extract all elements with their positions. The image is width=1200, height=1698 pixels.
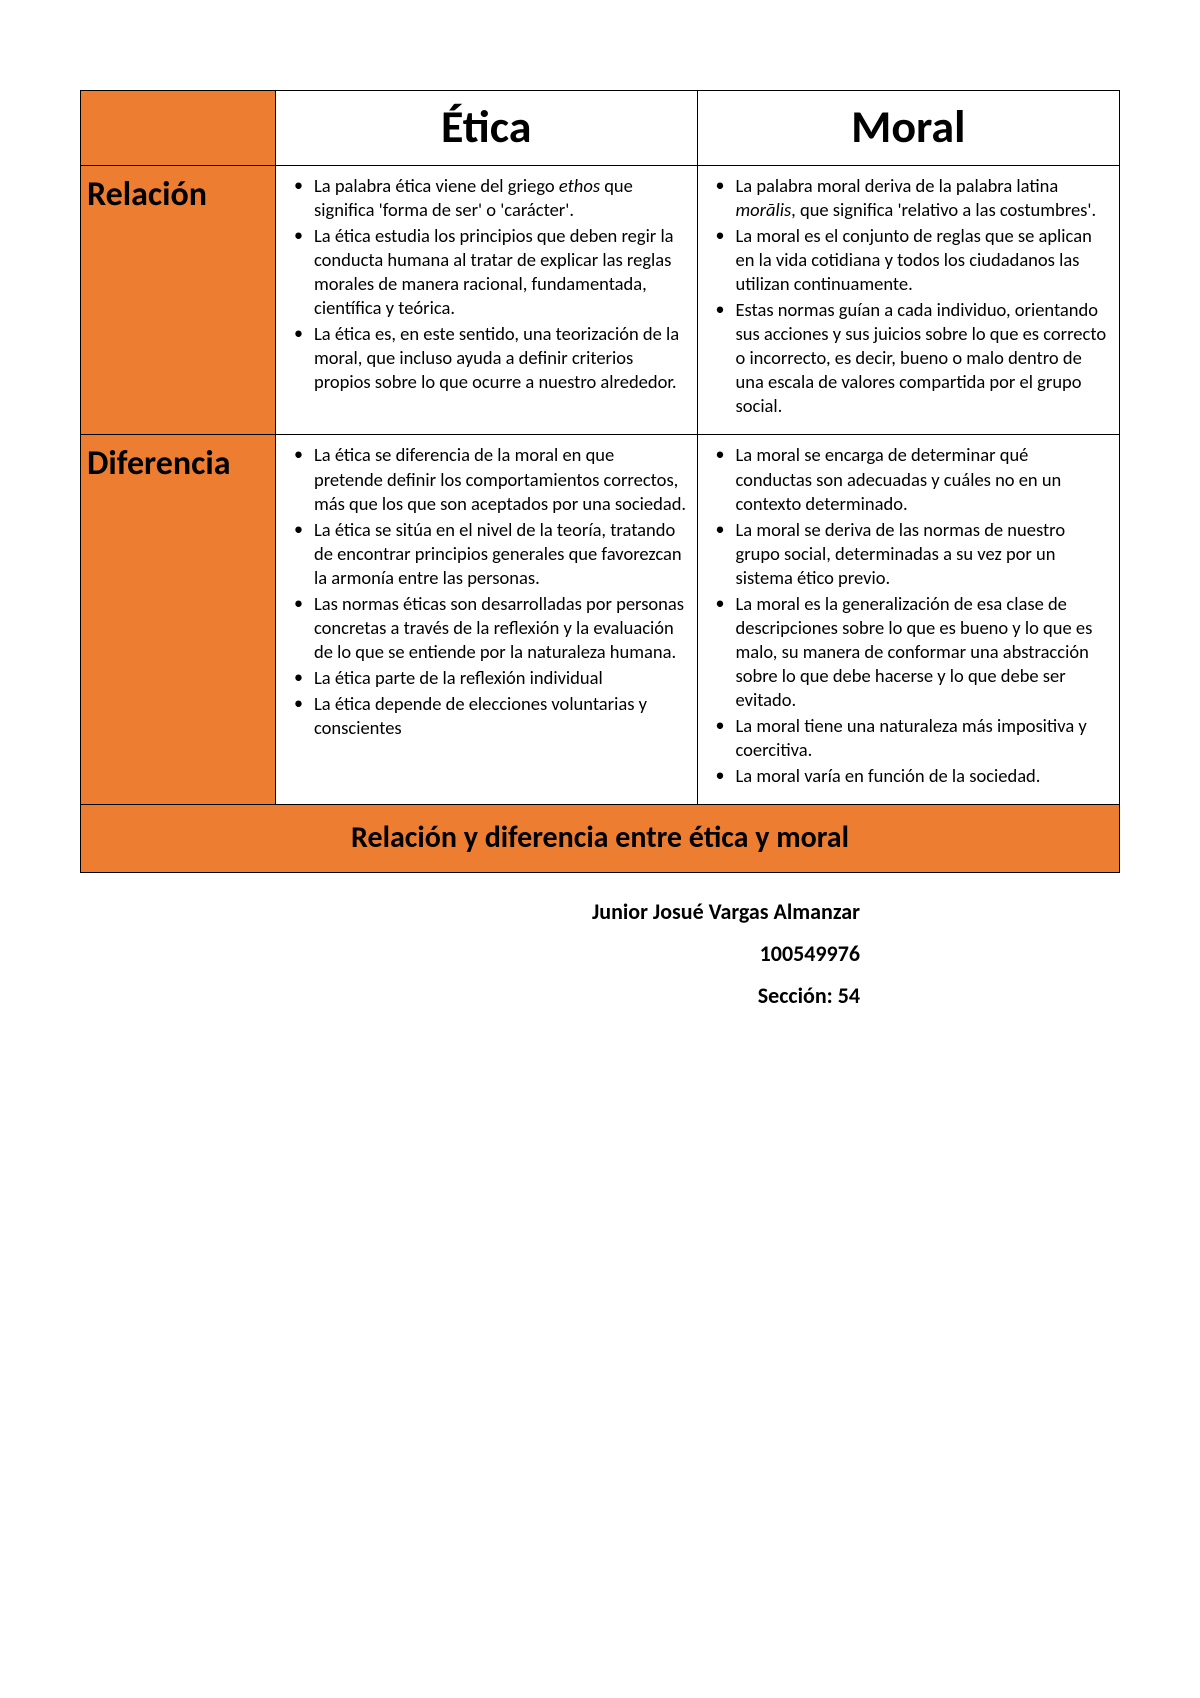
diferencia-etica-list: La ética se diferencia de la moral en qu…: [286, 443, 687, 740]
relacion-etica-list: La palabra ética viene del griego ethos …: [286, 174, 687, 394]
corner-cell: [81, 91, 276, 166]
list-item: Estas normas guían a cada individuo, ori…: [736, 298, 1110, 418]
header-moral: Moral: [698, 91, 1120, 166]
list-item: La ética es, en este sentido, una teoriz…: [314, 322, 687, 394]
list-item: La moral se deriva de las normas de nues…: [736, 518, 1110, 590]
relacion-moral-cell: La palabra moral deriva de la palabra la…: [698, 166, 1120, 435]
list-item: La moral es la generalización de esa cla…: [736, 592, 1110, 712]
list-item: La moral varía en función de la sociedad…: [736, 764, 1110, 788]
diferencia-moral-cell: La moral se encarga de determinar qué co…: [698, 435, 1120, 805]
list-item: La moral es el conjunto de reglas que se…: [736, 224, 1110, 296]
list-item: La ética estudia los principios que debe…: [314, 224, 687, 320]
list-item: La ética depende de elecciones voluntari…: [314, 692, 687, 740]
relacion-moral-list: La palabra moral deriva de la palabra la…: [708, 174, 1110, 418]
list-item: Las normas éticas son desarrolladas por …: [314, 592, 687, 664]
list-item: La palabra ética viene del griego ethos …: [314, 174, 687, 222]
text: La palabra moral deriva de la palabra la…: [736, 174, 1059, 197]
section-label: Sección: 54: [80, 975, 860, 1017]
table-title: Relación y diferencia entre ética y mora…: [81, 805, 1119, 872]
row-header-relacion: Relación: [81, 166, 276, 435]
row-header-diferencia: Diferencia: [81, 435, 276, 805]
header-etica: Ética: [276, 91, 698, 166]
author-name: Junior Josué Vargas Almanzar: [80, 891, 860, 933]
list-item: La ética se diferencia de la moral en qu…: [314, 443, 687, 515]
list-item: La palabra moral deriva de la palabra la…: [736, 174, 1110, 222]
relacion-etica-cell: La palabra ética viene del griego ethos …: [276, 166, 698, 435]
list-item: La moral se encarga de determinar qué co…: [736, 443, 1110, 515]
comparison-table: Ética Moral Relación La palabra ética vi…: [80, 90, 1120, 873]
diferencia-etica-cell: La ética se diferencia de la moral en qu…: [276, 435, 698, 805]
author-id: 100549976: [80, 933, 860, 975]
list-item: La ética parte de la reflexión individua…: [314, 666, 687, 690]
text: , que significa 'relativo a las costumbr…: [791, 198, 1096, 221]
text: La palabra ética viene del griego: [314, 174, 559, 197]
list-item: La ética se sitúa en el nivel de la teor…: [314, 518, 687, 590]
diferencia-moral-list: La moral se encarga de determinar qué co…: [708, 443, 1110, 788]
italic-term: ethos: [559, 174, 600, 197]
footer: Junior Josué Vargas Almanzar 100549976 S…: [80, 891, 1120, 1016]
list-item: La moral tiene una naturaleza más imposi…: [736, 714, 1110, 762]
italic-term: morālis: [736, 198, 792, 221]
